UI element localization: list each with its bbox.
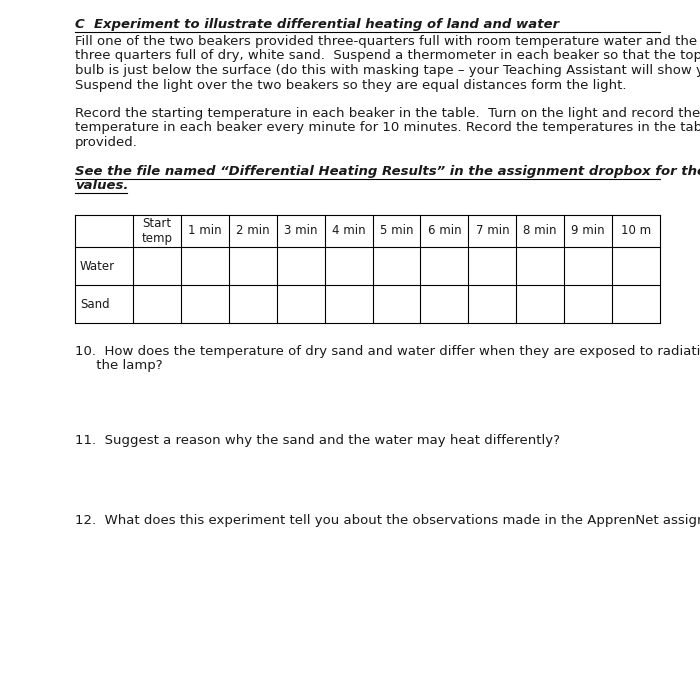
Text: values.: values.	[75, 179, 128, 192]
Text: temperature in each beaker every minute for 10 minutes. Record the temperatures : temperature in each beaker every minute …	[75, 122, 700, 134]
Text: Sand: Sand	[80, 298, 110, 311]
Text: 3 min: 3 min	[284, 225, 317, 237]
Text: Water: Water	[80, 260, 115, 272]
Text: Record the starting temperature in each beaker in the table.  Turn on the light : Record the starting temperature in each …	[75, 107, 700, 120]
Text: 7 min: 7 min	[475, 225, 509, 237]
Text: 6 min: 6 min	[428, 225, 461, 237]
Text: 11.  Suggest a reason why the sand and the water may heat differently?: 11. Suggest a reason why the sand and th…	[75, 434, 560, 447]
Text: Fill one of the two beakers provided three-quarters full with room temperature w: Fill one of the two beakers provided thr…	[75, 35, 700, 48]
Text: 4 min: 4 min	[332, 225, 365, 237]
Text: 8 min: 8 min	[524, 225, 557, 237]
Text: 1 min: 1 min	[188, 225, 222, 237]
Text: Suspend the light over the two beakers so they are equal distances form the ligh: Suspend the light over the two beakers s…	[75, 78, 626, 92]
Text: 10.  How does the temperature of dry sand and water differ when they are exposed: 10. How does the temperature of dry sand…	[75, 345, 700, 358]
Text: 5 min: 5 min	[379, 225, 413, 237]
Text: the lamp?: the lamp?	[75, 360, 162, 372]
Text: 2 min: 2 min	[236, 225, 270, 237]
Text: 10 m: 10 m	[621, 225, 651, 237]
Text: 9 min: 9 min	[571, 225, 605, 237]
Text: bulb is just below the surface (do this with masking tape – your Teaching Assist: bulb is just below the surface (do this …	[75, 64, 700, 77]
Text: Start
temp: Start temp	[141, 217, 172, 245]
Text: provided.: provided.	[75, 136, 138, 149]
Text: three quarters full of dry, white sand.  Suspend a thermometer in each beaker so: three quarters full of dry, white sand. …	[75, 50, 700, 62]
Text: C  Experiment to illustrate differential heating of land and water: C Experiment to illustrate differential …	[75, 18, 559, 31]
Text: 12.  What does this experiment tell you about the observations made in the Appre: 12. What does this experiment tell you a…	[75, 514, 700, 527]
Text: See the file named “Differential Heating Results” in the assignment dropbox for : See the file named “Differential Heating…	[75, 164, 700, 178]
